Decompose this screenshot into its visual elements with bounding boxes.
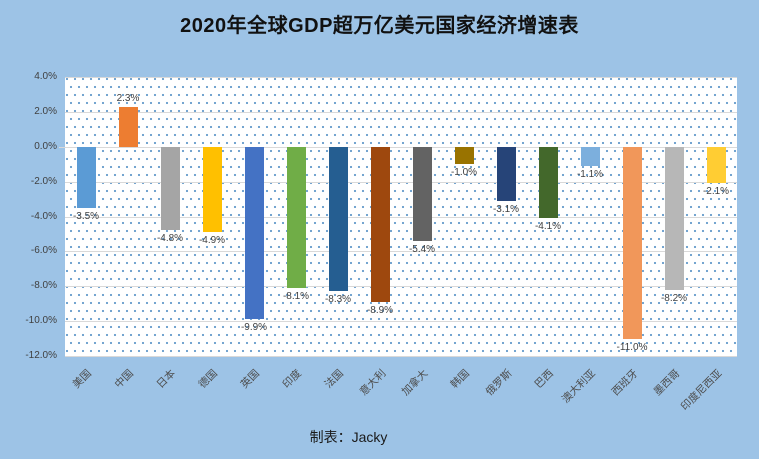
y-tick-label-3: -2.0% [30, 175, 57, 187]
category-label-8: 加拿大 [399, 367, 430, 399]
gridline-7 [65, 321, 737, 323]
bar-9 [454, 146, 474, 165]
bar-value-label-10: -3.1% [492, 203, 520, 215]
gridline-5 [65, 251, 737, 253]
footer-credit: 制表：Jacky [309, 429, 388, 445]
category-label-6: 法国 [322, 367, 346, 391]
bar-value-label-9: -1.0% [450, 167, 478, 179]
gridline-3 [65, 181, 737, 183]
gridline-6 [65, 286, 737, 288]
bar-value-label-5: -8.1% [282, 290, 310, 302]
bar-11 [538, 146, 558, 219]
bar-value-label-13: -11.0% [616, 341, 648, 353]
bar-value-label-15: -2.1% [702, 186, 730, 198]
bar-value-label-2: -4.8% [156, 233, 184, 245]
bar-value-label-3: -4.9% [198, 235, 226, 247]
bar-6 [328, 146, 348, 292]
bar-value-label-4: -9.9% [240, 322, 268, 334]
bar-1 [118, 106, 138, 147]
category-label-15: 印度尼西亚 [678, 367, 724, 414]
bar-3 [202, 146, 222, 233]
y-tick-label-0: 4.0% [34, 71, 57, 82]
y-tick-label-6: -8.0% [30, 280, 57, 292]
bar-13 [622, 146, 642, 339]
category-label-4: 英国 [238, 367, 262, 391]
category-label-3: 德国 [196, 367, 220, 391]
bar-15 [706, 146, 726, 184]
gridline-1 [65, 111, 737, 113]
bar-value-label-6: -8.3% [324, 294, 352, 306]
category-label-5: 印度 [280, 367, 304, 391]
y-tick-label-8: -12.0% [25, 350, 57, 361]
gridline-2 [65, 146, 737, 148]
gridline-4 [65, 216, 737, 218]
chart-title: 2020年全球GDP超万亿美元国家经济增速表 [180, 15, 579, 37]
y-tick-label-7: -10.0% [25, 315, 57, 327]
category-label-10: 俄罗斯 [483, 367, 514, 399]
bar-5 [286, 146, 306, 288]
bar-2 [160, 146, 180, 231]
zero-axis-tick [59, 146, 65, 148]
bar-14 [664, 146, 684, 290]
bar-value-label-8: -5.4% [408, 243, 436, 255]
category-label-13: 西班牙 [609, 367, 640, 399]
bar-value-label-12: -1.1% [576, 168, 604, 180]
plot-area: -3.5% 2.3% -4.8% -4.9% -9.9% -8.1% -8.3% -8.9% -… [65, 77, 737, 357]
y-axis: 4.0% 2.0% 0.0% -2.0% -4.0% -6.0% -8.0% -10.0% -1… [0, 71, 57, 361]
y-tick-label-2: 0.0% [34, 140, 57, 152]
y-tick-label-4: -4.0% [30, 210, 57, 222]
category-label-11: 巴西 [532, 367, 556, 391]
bar-value-label-11: -4.1% [534, 221, 562, 233]
category-label-2: 日本 [154, 367, 178, 391]
bar-8 [412, 146, 432, 241]
category-label-14: 墨西哥 [651, 367, 682, 399]
bar-7 [370, 146, 390, 302]
bar-value-label-7: -8.9% [366, 304, 394, 316]
category-label-0: 美国 [70, 367, 94, 391]
bar-value-label-14: -8.2% [660, 292, 688, 304]
y-tick-label-5: -6.0% [30, 245, 57, 257]
category-label-7: 意大利 [357, 367, 388, 399]
bar-value-label-0: -3.5% [72, 210, 100, 222]
category-label-12: 澳大利亚 [559, 367, 598, 406]
x-axis: 美国 中国 日本 德国 英国 印度 法国 意大利 加拿大 韩国 俄罗斯 巴西 澳大利亚 西班牙 墨西哥 印度尼… [65, 362, 737, 437]
bar-4 [244, 146, 264, 320]
bar-value-label-1: 2.3% [116, 92, 140, 104]
bar-12 [580, 146, 600, 166]
gridline-0 [65, 77, 737, 78]
bar-0 [76, 146, 96, 208]
category-label-1: 中国 [112, 367, 136, 391]
gridline-8 [65, 356, 737, 357]
bar-10 [496, 146, 516, 201]
y-tick-label-1: 2.0% [34, 105, 57, 117]
category-label-9: 韩国 [448, 367, 472, 391]
